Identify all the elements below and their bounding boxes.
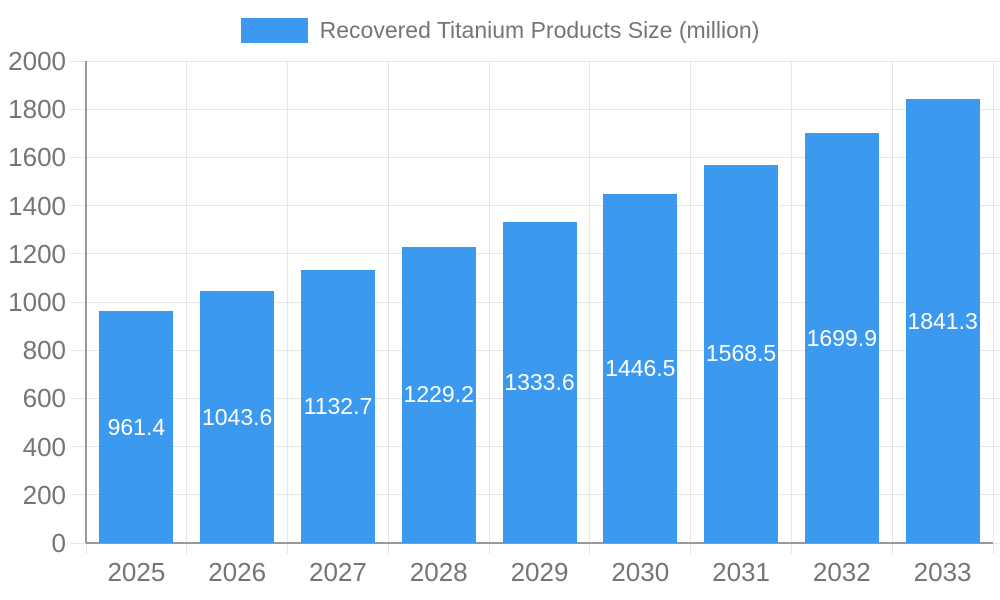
- y-axis-tick-label: 200: [22, 479, 66, 510]
- bar-2029[interactable]: 1333.6: [502, 221, 577, 543]
- x-axis-tick-label: 2027: [309, 557, 367, 587]
- bar-value-label: 1132.7: [303, 393, 373, 419]
- x-gridline: [790, 61, 792, 554]
- x-axis-tick-label: 2025: [107, 557, 166, 587]
- bar-2027[interactable]: 1132.7: [300, 270, 375, 543]
- y-gridline: [70, 108, 1000, 110]
- legend-swatch-icon: [240, 17, 308, 43]
- x-axis-tick-label: 2028: [409, 557, 468, 587]
- x-axis-tick-label: 2030: [611, 557, 670, 587]
- bar-value-label: 1841.3: [907, 307, 978, 334]
- x-gridline: [992, 61, 994, 554]
- x-gridline: [690, 61, 692, 554]
- bar-value-label: 1446.5: [605, 355, 676, 382]
- bar-2033[interactable]: 1841.3: [905, 99, 980, 543]
- y-axis-tick-label: 400: [22, 431, 66, 462]
- x-gridline: [488, 61, 490, 554]
- x-gridline: [186, 61, 188, 554]
- bar-value-label: 1043.6: [201, 403, 273, 430]
- x-axis-tick-label: 2033: [913, 557, 972, 587]
- y-axis-tick-label: 800: [22, 335, 66, 366]
- y-axis-tick-label: 0: [51, 528, 66, 558]
- legend-label: Recovered Titanium Products Size (millio…: [319, 16, 760, 43]
- bar-2031[interactable]: 1568.5: [704, 164, 779, 543]
- x-axis-tick-label: 2032: [812, 557, 871, 587]
- bar-2032[interactable]: 1699.9: [804, 133, 879, 543]
- y-axis-tick-label: 600: [22, 383, 66, 414]
- bar-value-label: 961.4: [107, 413, 166, 440]
- x-gridline: [589, 61, 591, 554]
- y-axis-tick-label: 1400: [8, 190, 66, 221]
- bar-2028[interactable]: 1229.2: [401, 246, 476, 543]
- x-axis-tick-label: 2031: [712, 557, 770, 587]
- bar-value-label: 1229.2: [403, 381, 474, 408]
- legend-item[interactable]: Recovered Titanium Products Size (millio…: [0, 16, 1000, 44]
- bar-2025[interactable]: 961.4: [99, 311, 174, 543]
- y-gridline: [70, 156, 1000, 158]
- y-axis-line: [85, 61, 87, 543]
- x-gridline: [891, 61, 893, 554]
- y-gridline: [70, 205, 1000, 207]
- bar-value-label: 1333.6: [504, 368, 575, 395]
- y-axis-tick-label: 1200: [8, 238, 66, 269]
- bar-value-label: 1568.5: [705, 340, 777, 367]
- y-axis-tick-label: 1800: [8, 94, 66, 125]
- x-axis-tick-label: 2026: [208, 557, 267, 587]
- x-gridline: [287, 61, 289, 554]
- y-gridline: [70, 60, 1000, 62]
- x-axis-line: [86, 542, 993, 544]
- bar-2026[interactable]: 1043.6: [200, 291, 275, 543]
- bar-2030[interactable]: 1446.5: [603, 194, 678, 543]
- x-axis-tick-label: 2029: [510, 557, 569, 587]
- y-axis-tick-label: 1600: [8, 142, 66, 173]
- bar-value-label: 1699.9: [806, 324, 877, 351]
- x-gridline: [387, 61, 389, 554]
- y-axis-tick-label: 2000: [8, 46, 66, 76]
- y-axis-tick-label: 1000: [8, 287, 66, 317]
